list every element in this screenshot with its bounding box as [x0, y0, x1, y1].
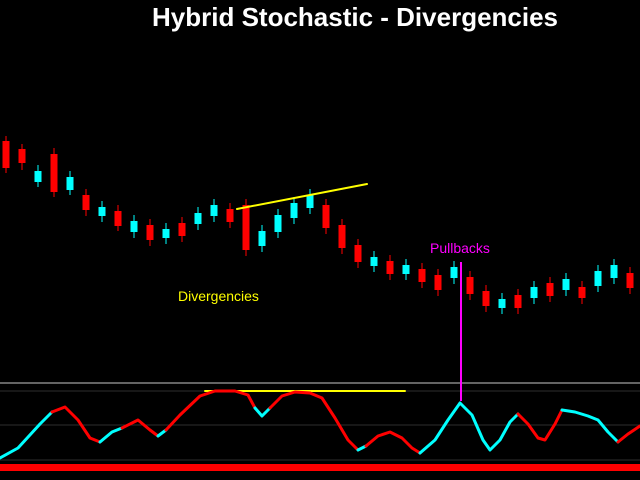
oscillator-zero-band	[0, 464, 640, 471]
candle-body	[82, 195, 90, 210]
candle-body	[466, 277, 474, 294]
candle-body	[146, 225, 154, 240]
candle-body	[530, 287, 538, 298]
candle-body	[306, 195, 314, 208]
candle-body	[498, 299, 506, 308]
candle-body	[386, 261, 394, 274]
candle-body	[322, 205, 330, 228]
candle-body	[18, 149, 26, 163]
candle-body	[418, 269, 426, 282]
candle-body	[226, 209, 234, 222]
candle-body	[242, 205, 250, 250]
candle-body	[402, 265, 410, 274]
stochastic-line-segment	[516, 408, 564, 442]
candle-body	[274, 215, 282, 232]
stochastic-line-segment	[120, 418, 160, 438]
candle-body	[290, 203, 298, 218]
stochastic-line-segment	[560, 408, 620, 444]
candle-body	[562, 279, 570, 290]
candle-body	[66, 177, 74, 190]
stochastic-line-segment	[616, 424, 640, 444]
candle-body	[50, 154, 58, 192]
pullbacks-label: Pullbacks	[430, 240, 490, 256]
stochastic-line-segment	[253, 406, 272, 418]
candle-body	[258, 231, 266, 246]
candle-body	[450, 267, 458, 278]
candle-body	[178, 223, 186, 236]
stochastic-line-segment	[0, 410, 54, 460]
stochastic-line-segment	[98, 426, 124, 444]
stochastic-line-segment	[164, 389, 257, 432]
candle-body	[114, 211, 122, 226]
candle-body	[2, 141, 10, 168]
candle-body	[626, 273, 634, 288]
stochastic-line-segment	[156, 428, 168, 438]
price-divergence-trendline	[236, 183, 368, 210]
candle-body	[162, 229, 170, 238]
candle-body	[370, 257, 378, 266]
candle-body	[210, 205, 218, 216]
candle-body	[434, 275, 442, 290]
stochastic-line-segment	[268, 390, 360, 452]
stochastic-line-segment	[364, 430, 422, 455]
stochastic-line-segment	[418, 401, 520, 455]
stochastic-line-segment	[50, 405, 102, 444]
candle-body	[130, 221, 138, 232]
candle-body	[34, 171, 42, 182]
candle-body	[610, 265, 618, 278]
chart-title: Hybrid Stochastic - Divergencies	[152, 2, 559, 32]
divergencies-label: Divergencies	[178, 288, 259, 304]
candle-body	[482, 291, 490, 306]
candle-body	[338, 225, 346, 248]
candle-body	[194, 213, 202, 224]
candle-body	[546, 283, 554, 296]
candle-body	[354, 245, 362, 262]
candle-body	[98, 207, 106, 216]
candle-body	[514, 295, 522, 308]
candle-body	[594, 271, 602, 286]
candle-body	[578, 287, 586, 298]
